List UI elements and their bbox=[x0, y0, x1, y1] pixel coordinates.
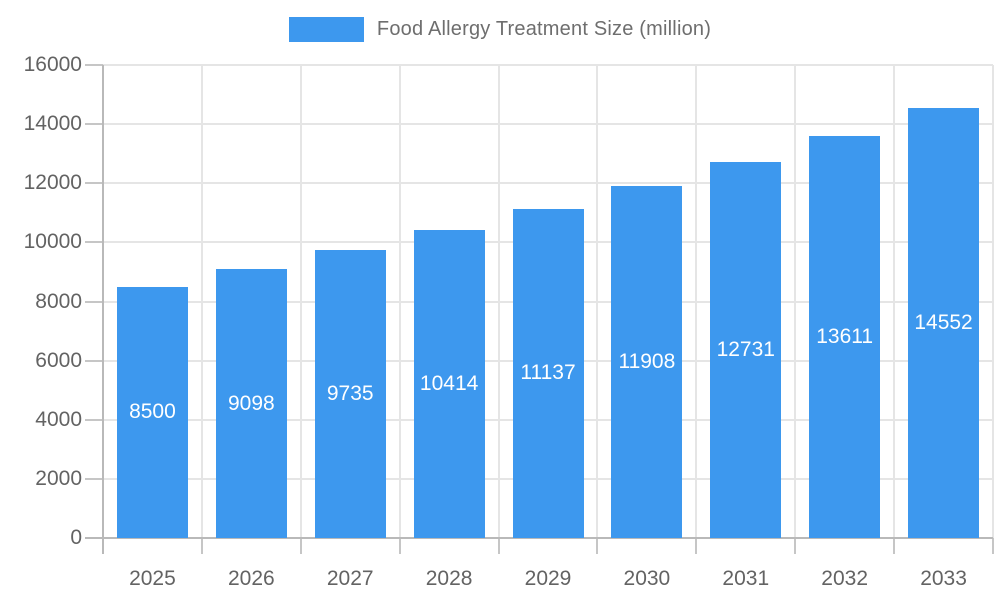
x-axis-tick-label: 2028 bbox=[425, 567, 473, 590]
y-tick bbox=[85, 241, 103, 244]
bar-value-label: 13611 bbox=[816, 324, 874, 348]
x-tick bbox=[893, 538, 896, 554]
x-axis-tick-label: 2026 bbox=[227, 567, 275, 590]
bar-value-label: 11908 bbox=[618, 349, 676, 373]
v-gridline bbox=[695, 65, 698, 538]
v-gridline bbox=[497, 65, 500, 538]
y-tick bbox=[85, 418, 103, 421]
y-axis-tick-label: 16000 bbox=[23, 53, 82, 76]
bar-value-label: 10414 bbox=[419, 372, 479, 396]
h-gridline bbox=[103, 64, 993, 66]
y-tick bbox=[85, 359, 103, 362]
h-gridline bbox=[103, 182, 993, 185]
bar-2033[interactable] bbox=[908, 107, 980, 538]
v-gridline bbox=[200, 65, 203, 538]
bar-value-label: 9098 bbox=[227, 391, 275, 415]
y-tick bbox=[85, 123, 103, 126]
y-axis-tick-label: 14000 bbox=[23, 112, 82, 136]
v-gridline bbox=[893, 65, 896, 538]
y-axis-tick-label: 0 bbox=[70, 526, 82, 549]
v-gridline bbox=[794, 65, 797, 538]
legend-label: Food Allergy Treatment Size (million) bbox=[376, 18, 712, 40]
x-axis-tick-label: 2030 bbox=[623, 567, 671, 590]
bar-2026[interactable] bbox=[215, 269, 287, 538]
x-axis-tick-label: 2032 bbox=[821, 567, 869, 590]
v-gridline bbox=[596, 65, 599, 538]
y-axis-tick-label: 8000 bbox=[35, 289, 82, 313]
bar-value-label: 8500 bbox=[129, 400, 176, 424]
y-axis-tick-label: 12000 bbox=[23, 171, 82, 195]
legend[interactable]: Food Allergy Treatment Size (million) bbox=[0, 17, 1000, 42]
y-axis-tick-label: 6000 bbox=[35, 348, 82, 372]
x-axis-tick-label: 2027 bbox=[326, 567, 374, 590]
v-gridline bbox=[299, 65, 302, 538]
x-axis-tick-label: 2033 bbox=[920, 567, 967, 590]
x-axis-tick-label: 2029 bbox=[524, 567, 572, 590]
y-axis-tick-label: 10000 bbox=[23, 230, 82, 254]
y-axis-tick-label: 2000 bbox=[35, 466, 82, 490]
bar-2031[interactable] bbox=[710, 161, 782, 538]
v-gridline bbox=[398, 65, 401, 538]
x-tick bbox=[695, 538, 698, 554]
x-tick bbox=[200, 538, 203, 554]
x-tick bbox=[596, 538, 599, 554]
y-tick bbox=[85, 64, 103, 66]
bar-value-label: 14552 bbox=[914, 310, 973, 334]
x-tick bbox=[992, 538, 994, 554]
bar-2030[interactable] bbox=[611, 185, 683, 538]
bar-value-label: 9735 bbox=[326, 382, 374, 406]
v-gridline bbox=[992, 65, 994, 538]
x-axis-tick-label: 2025 bbox=[129, 567, 176, 590]
bar-2027[interactable] bbox=[314, 250, 386, 538]
x-tick bbox=[497, 538, 500, 554]
x-axis-line bbox=[85, 537, 993, 539]
x-tick bbox=[398, 538, 401, 554]
h-gridline bbox=[103, 123, 993, 126]
y-axis-line bbox=[102, 65, 104, 554]
x-tick bbox=[794, 538, 797, 554]
y-axis-tick-label: 4000 bbox=[35, 407, 82, 431]
bar-2029[interactable] bbox=[512, 208, 584, 538]
bar-value-label: 11137 bbox=[520, 361, 576, 385]
x-tick bbox=[299, 538, 302, 554]
legend-swatch-icon bbox=[288, 17, 364, 42]
y-tick bbox=[85, 477, 103, 480]
y-tick bbox=[85, 300, 103, 303]
bar-2032[interactable] bbox=[809, 135, 881, 538]
y-tick bbox=[85, 182, 103, 185]
bar-value-label: 12731 bbox=[716, 337, 775, 361]
x-axis-tick-label: 2031 bbox=[722, 567, 770, 590]
bar-2028[interactable] bbox=[413, 230, 485, 538]
bar-2025[interactable] bbox=[116, 286, 188, 538]
